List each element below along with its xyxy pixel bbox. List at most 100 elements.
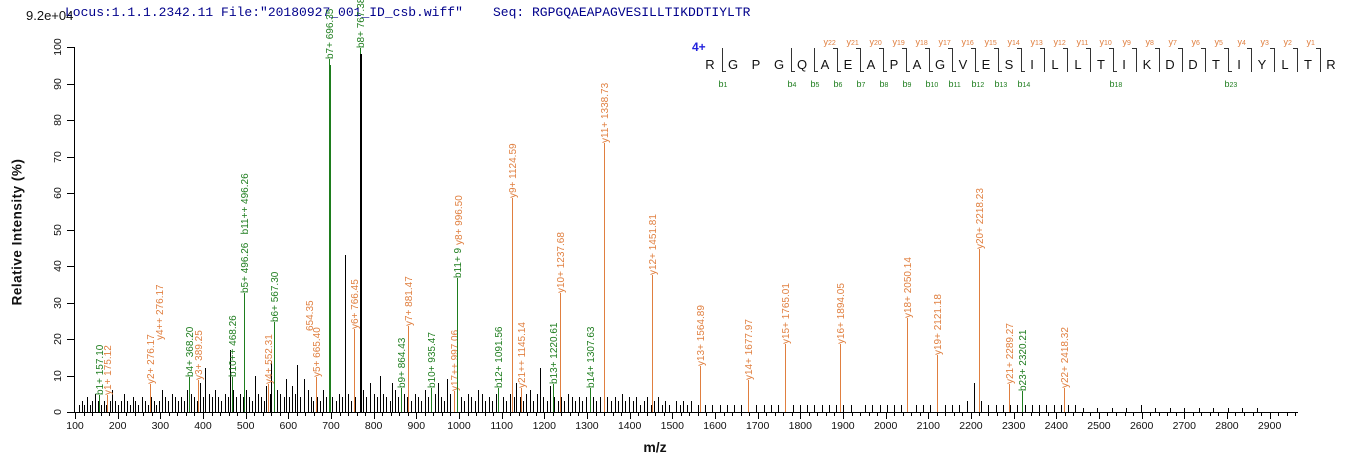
noise-peak	[214, 390, 216, 412]
x-tick	[373, 413, 375, 419]
x-axis-title: m/z	[643, 439, 667, 455]
fragment-mark	[1181, 48, 1183, 72]
x-tick-label: 600	[279, 420, 298, 432]
residue: S	[1004, 57, 1014, 72]
noise-peak	[89, 404, 91, 412]
noise-peak	[578, 397, 580, 412]
noise-peak	[294, 393, 296, 412]
x-minor-tick	[510, 413, 512, 416]
peak-label-leader	[150, 384, 152, 391]
peak-label: y20+ 2218.23	[974, 188, 986, 250]
noise-peak	[526, 393, 528, 412]
noise-peak	[807, 404, 809, 412]
x-minor-tick	[1116, 413, 1118, 416]
fragment-mark-y-foot	[1269, 48, 1274, 49]
noise-peak	[261, 397, 263, 412]
x-tick-label: 800	[364, 420, 383, 432]
noise-peak	[799, 404, 801, 412]
x-minor-tick	[254, 413, 256, 416]
fragment-peak	[359, 54, 362, 412]
fragment-peak	[785, 349, 787, 412]
x-minor-tick	[953, 413, 955, 416]
noise-peak	[1097, 408, 1099, 412]
x-minor-tick	[877, 413, 879, 416]
fragment-mark-y-foot	[832, 48, 837, 49]
fragment-mark-y-foot	[1039, 48, 1044, 49]
noise-peak	[509, 393, 511, 412]
noise-peak	[540, 368, 542, 412]
fragment-mark-b-foot	[905, 71, 910, 72]
fragment-peak	[150, 390, 152, 412]
x-tick	[1141, 413, 1143, 419]
x-tick	[288, 413, 290, 419]
noise-peak	[373, 393, 375, 412]
noise-peak	[208, 393, 210, 412]
noise-peak	[618, 401, 620, 412]
fragment-mark-y-foot	[1292, 48, 1297, 49]
x-tick-label: 2500	[1087, 420, 1111, 432]
b-ion-mark-label: b7	[856, 79, 866, 89]
noise-peak	[168, 401, 170, 412]
noise-peak	[676, 401, 678, 412]
x-minor-tick	[1167, 413, 1169, 416]
fragment-mark-y-foot	[1108, 48, 1113, 49]
x-tick-label: 2100	[916, 420, 940, 432]
x-minor-tick	[1209, 413, 1211, 416]
x-minor-tick	[996, 413, 998, 416]
peak-label-leader	[244, 292, 246, 299]
y-ion-mark-label: y12	[1053, 37, 1066, 47]
noise-peak	[246, 390, 248, 412]
x-tick	[160, 413, 162, 419]
x-minor-tick	[109, 413, 111, 416]
x-minor-tick	[578, 413, 580, 416]
noise-peak	[589, 401, 591, 412]
fragment-mark-y-foot	[1154, 48, 1159, 49]
fragment-peak	[107, 401, 109, 412]
noise-peak	[392, 382, 393, 412]
noise-peak	[211, 397, 213, 412]
noise-peak	[564, 401, 566, 412]
fragment-peak	[1064, 393, 1066, 412]
x-tick-label: 2700	[1172, 420, 1196, 432]
fragment-mark-y-foot	[947, 48, 952, 49]
x-tick-label: 1300	[575, 420, 599, 432]
peak-label-leader	[107, 395, 109, 402]
residue: T	[1304, 57, 1312, 72]
y-ion-mark-label: y3	[1260, 37, 1269, 47]
fragment-peak	[498, 393, 500, 412]
x-tick-label: 2400	[1044, 420, 1068, 432]
x-minor-tick	[407, 413, 409, 416]
noise-peak	[1031, 404, 1033, 412]
b-ion-mark-label: b11	[948, 79, 961, 89]
noise-peak	[354, 397, 356, 412]
fragment-peak	[457, 284, 459, 412]
x-minor-tick	[450, 413, 452, 416]
x-tick	[928, 413, 930, 419]
peak-label: b10+ 935.47	[427, 331, 439, 388]
fragment-mark	[813, 48, 815, 72]
noise-peak	[249, 397, 251, 412]
fragment-mark-b-foot	[882, 71, 887, 72]
fragment-peak	[244, 298, 246, 412]
x-minor-tick	[1073, 413, 1075, 416]
noise-peak	[366, 397, 368, 412]
fragment-mark-y-foot	[855, 48, 860, 49]
fragment-mark	[790, 48, 792, 72]
x-minor-tick	[1201, 413, 1203, 416]
peak-label: y10+ 1237.68	[556, 231, 568, 293]
x-minor-tick	[808, 413, 810, 416]
noise-peak	[264, 401, 265, 412]
noise-peak	[97, 401, 99, 412]
y-ion-mark-label: y7	[1168, 37, 1177, 47]
peak-label: y7+ 881.47	[404, 275, 416, 326]
noise-peak	[481, 393, 483, 412]
y-ion-mark-label: y17	[938, 37, 951, 47]
x-tick	[202, 413, 204, 419]
x-tick	[544, 413, 546, 419]
residue: V	[958, 57, 968, 72]
fragment-mark	[1135, 48, 1137, 72]
x-tick-label: 1100	[490, 420, 513, 432]
fragment-mark-b-foot	[1227, 71, 1232, 72]
x-minor-tick	[646, 413, 648, 416]
